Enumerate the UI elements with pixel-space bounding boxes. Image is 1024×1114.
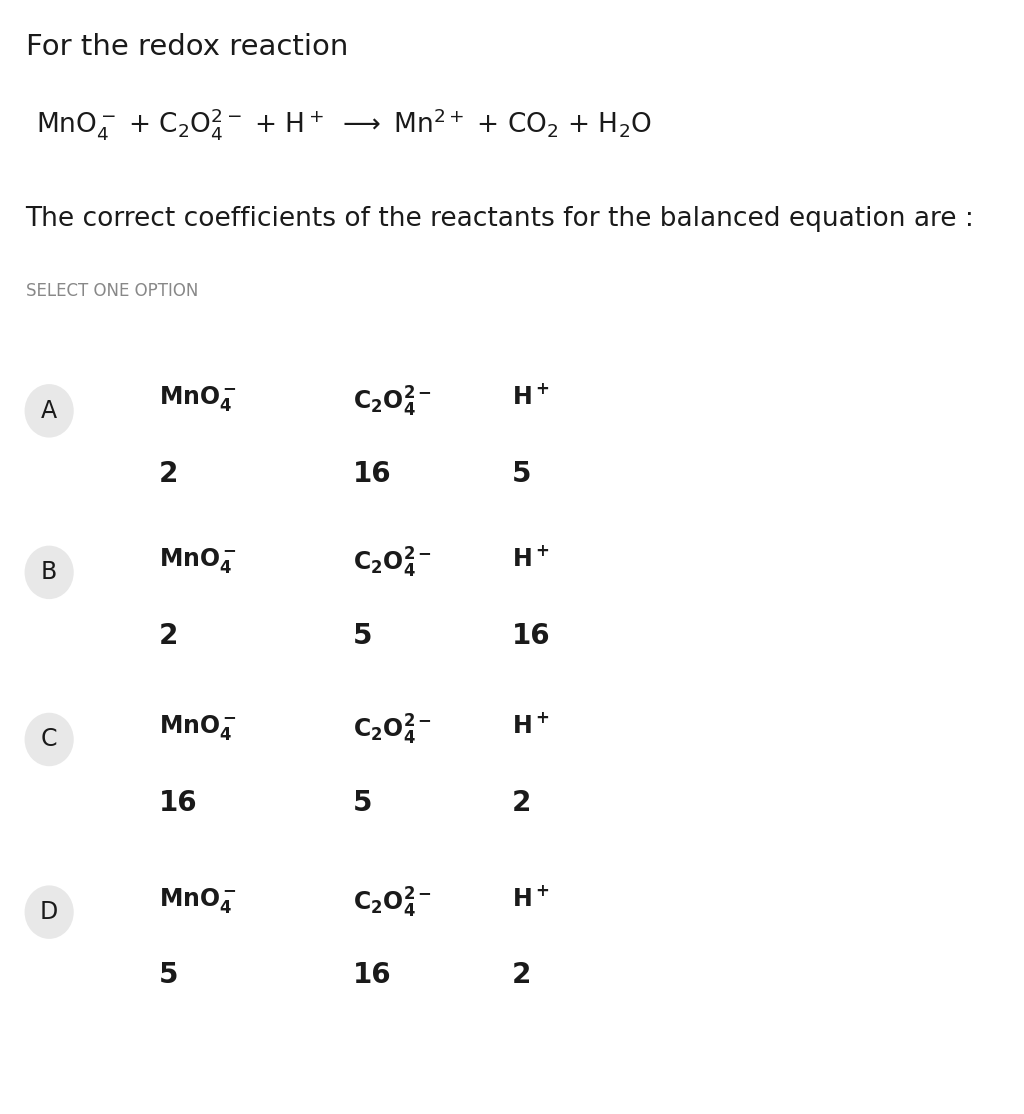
Text: $\mathbf{H^+}$: $\mathbf{H^+}$ [512, 713, 549, 737]
Circle shape [25, 886, 74, 939]
Text: The correct coefficients of the reactants for the balanced equation are :: The correct coefficients of the reactant… [26, 206, 975, 232]
Text: 2: 2 [512, 789, 531, 817]
Text: $\mathbf{MnO_4^-}$: $\mathbf{MnO_4^-}$ [159, 546, 237, 575]
Text: $\mathbf{MnO_4^-}$: $\mathbf{MnO_4^-}$ [159, 713, 237, 742]
Circle shape [25, 713, 74, 766]
Text: 5: 5 [512, 460, 531, 488]
Text: 16: 16 [353, 961, 392, 989]
Text: $\mathbf{C_2O_4^{2-}}$: $\mathbf{C_2O_4^{2-}}$ [353, 886, 432, 920]
Text: $\mathbf{H^+}$: $\mathbf{H^+}$ [512, 886, 549, 910]
Circle shape [25, 546, 74, 599]
Text: 16: 16 [512, 622, 551, 649]
Text: 16: 16 [353, 460, 392, 488]
Text: 16: 16 [159, 789, 198, 817]
Text: 5: 5 [353, 622, 373, 649]
Text: 2: 2 [159, 460, 178, 488]
Text: D: D [40, 900, 58, 925]
Circle shape [25, 384, 74, 438]
Text: $\mathbf{MnO_4^-}$: $\mathbf{MnO_4^-}$ [159, 384, 237, 413]
Text: $\mathbf{H^+}$: $\mathbf{H^+}$ [512, 546, 549, 570]
Text: For the redox reaction: For the redox reaction [26, 33, 348, 61]
Text: A: A [41, 399, 57, 423]
Text: SELECT ONE OPTION: SELECT ONE OPTION [26, 282, 198, 300]
Text: B: B [41, 560, 57, 585]
Text: 2: 2 [159, 622, 178, 649]
Text: $\mathbf{H^+}$: $\mathbf{H^+}$ [512, 384, 549, 409]
Text: 5: 5 [159, 961, 178, 989]
Text: $\mathbf{C_2O_4^{2-}}$: $\mathbf{C_2O_4^{2-}}$ [353, 546, 432, 580]
Text: $\mathbf{C_2O_4^{2-}}$: $\mathbf{C_2O_4^{2-}}$ [353, 713, 432, 747]
Text: 2: 2 [512, 961, 531, 989]
Text: $\mathbf{MnO_4^-}$: $\mathbf{MnO_4^-}$ [159, 886, 237, 915]
Text: C: C [41, 727, 57, 752]
Text: 5: 5 [353, 789, 373, 817]
Text: $\mathrm{MnO_4^-}$ + $\mathrm{C_2O_4^{2-}}$ + $\mathrm{H^+}$ $\longrightarrow$ $: $\mathrm{MnO_4^-}$ + $\mathrm{C_2O_4^{2-… [36, 106, 651, 141]
Text: $\mathbf{C_2O_4^{2-}}$: $\mathbf{C_2O_4^{2-}}$ [353, 384, 432, 419]
